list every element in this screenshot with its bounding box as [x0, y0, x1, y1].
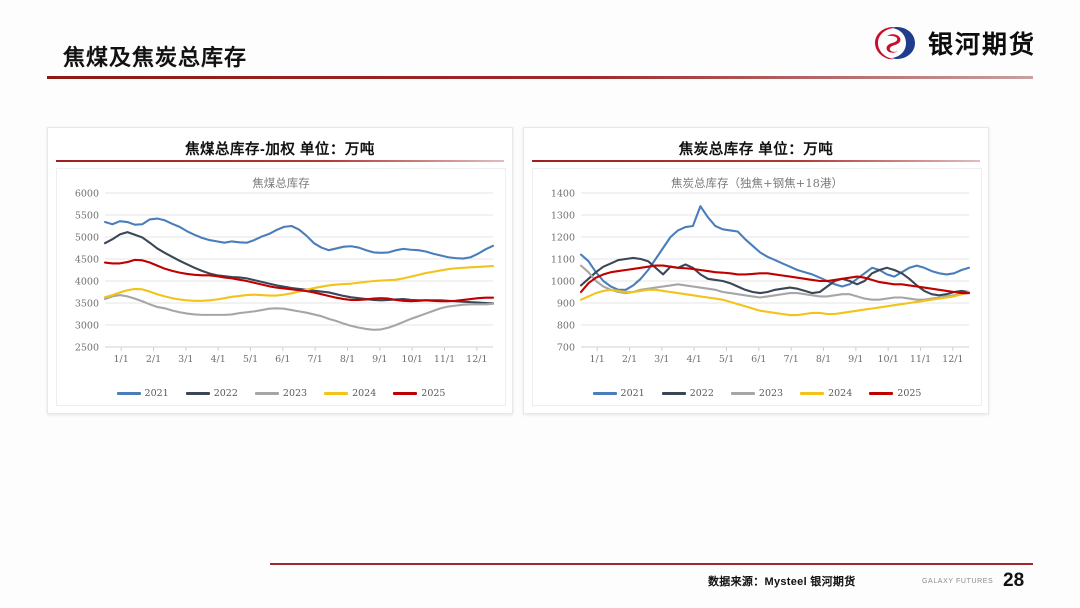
chart-inner-title: 焦炭总库存（独焦+钢焦+18港） — [671, 176, 843, 190]
svg-text:9/1: 9/1 — [372, 354, 387, 365]
svg-text:700: 700 — [557, 343, 575, 354]
legend-item-2023[interactable]: 2023 — [254, 388, 308, 399]
footer-brand-text: GALAXY FUTURES — [922, 578, 994, 585]
svg-text:12/1: 12/1 — [942, 354, 963, 365]
svg-text:4/1: 4/1 — [211, 354, 226, 365]
legend-label-2025: 2025 — [421, 388, 446, 399]
legend-item-2021[interactable]: 2021 — [592, 388, 645, 399]
legend-swatch-2021 — [592, 392, 617, 395]
svg-text:4/1: 4/1 — [687, 354, 702, 365]
slide-header: 焦煤及焦炭总库存 银河期货 — [0, 0, 1080, 88]
svg-text:11/1: 11/1 — [910, 354, 931, 365]
chart-legend-coking-coal: 2021 2022 2023 2024 2025 — [57, 388, 505, 399]
galaxy-swirl-icon — [874, 27, 915, 60]
svg-text:6/1: 6/1 — [275, 354, 290, 365]
legend-item-2022[interactable]: 2022 — [185, 388, 238, 399]
svg-text:12/1: 12/1 — [466, 354, 487, 365]
svg-text:3000: 3000 — [75, 321, 99, 332]
legend-item-2025[interactable]: 2025 — [869, 388, 921, 399]
svg-text:1300: 1300 — [551, 211, 575, 222]
plot-area-coke: 焦炭总库存（独焦+钢焦+18港） 700 800 900 1000 1100 1200 13… — [532, 168, 982, 406]
svg-text:8/1: 8/1 — [340, 354, 355, 365]
legend-label-2022: 2022 — [213, 388, 238, 399]
legend-label-2021: 2021 — [144, 388, 169, 399]
svg-text:1/1: 1/1 — [114, 354, 129, 365]
chart-card-coking-coal: 焦煤总库存-加权 单位：万吨 焦煤总库存 2500 3000 3500 4000 450… — [47, 127, 513, 414]
svg-text:6000: 6000 — [75, 189, 99, 200]
chart-card-title: 焦炭总库存 单位：万吨 — [678, 142, 834, 158]
chart-card-coke: 焦炭总库存 单位：万吨 焦炭总库存（独焦+钢焦+18港） 700 800 900 10… — [523, 127, 989, 414]
legend-item-2025[interactable]: 2025 — [393, 388, 445, 399]
chart-legend-coke: 2021 2022 2023 2024 2025 — [533, 388, 981, 399]
chart-card-title-divider — [532, 160, 980, 162]
legend-item-2022[interactable]: 2022 — [661, 388, 714, 399]
legend-swatch-2025 — [869, 392, 894, 395]
svg-text:7/1: 7/1 — [308, 354, 323, 365]
svg-text:5/1: 5/1 — [719, 354, 734, 365]
legend-swatch-2024 — [324, 392, 349, 395]
svg-text:10/1: 10/1 — [877, 354, 898, 365]
svg-text:4000: 4000 — [75, 277, 99, 288]
header-divider — [47, 76, 1033, 79]
svg-text:1/1: 1/1 — [590, 354, 605, 365]
chart-inner-title: 焦煤总库存 — [252, 176, 310, 190]
svg-text:800: 800 — [557, 321, 575, 332]
page-number: 28 — [1003, 570, 1025, 591]
svg-text:1100: 1100 — [551, 255, 575, 266]
legend-label-2025: 2025 — [897, 388, 922, 399]
svg-text:8/1: 8/1 — [816, 354, 831, 365]
legend-item-2024[interactable]: 2024 — [324, 388, 376, 399]
svg-text:10/1: 10/1 — [401, 354, 422, 365]
legend-swatch-2024 — [800, 392, 825, 395]
legend-label-2023: 2023 — [758, 388, 784, 399]
chart-card-title: 焦煤总库存-加权 单位：万吨 — [185, 142, 375, 158]
line-chart-coking-coal: 2500 3000 3500 4000 4500 5000 5500 6000 1/1 2/1 3/… — [75, 189, 495, 365]
legend-label-2023: 2023 — [282, 388, 308, 399]
legend-swatch-2025 — [393, 392, 418, 395]
svg-text:4500: 4500 — [75, 255, 99, 266]
legend-swatch-2021 — [116, 392, 141, 395]
svg-text:3/1: 3/1 — [654, 354, 669, 365]
footer-divider — [270, 563, 1033, 565]
legend-label-2021: 2021 — [620, 388, 645, 399]
page-title: 焦煤及焦炭总库存 — [63, 45, 248, 70]
svg-text:2/1: 2/1 — [146, 354, 161, 365]
svg-text:5500: 5500 — [75, 211, 99, 222]
legend-item-2021[interactable]: 2021 — [116, 388, 169, 399]
company-logo-text: 银河期货 — [927, 31, 1036, 59]
company-logo: 银河期货 — [874, 24, 1036, 62]
legend-label-2024: 2024 — [828, 388, 853, 399]
svg-text:1000: 1000 — [551, 277, 575, 288]
svg-text:2500: 2500 — [75, 343, 99, 354]
svg-text:900: 900 — [557, 299, 575, 310]
legend-label-2024: 2024 — [352, 388, 377, 399]
plot-area-coking-coal: 焦煤总库存 2500 3000 3500 4000 4500 5000 5500 6000 1/… — [56, 168, 506, 406]
svg-text:2/1: 2/1 — [622, 354, 637, 365]
footer-source-text: 数据来源：Mysteel 银河期货 — [708, 576, 856, 588]
legend-item-2024[interactable]: 2024 — [800, 388, 852, 399]
svg-text:5/1: 5/1 — [243, 354, 258, 365]
legend-label-2022: 2022 — [689, 388, 714, 399]
svg-text:1400: 1400 — [551, 189, 575, 200]
chart-card-title-divider — [56, 160, 504, 162]
svg-text:9/1: 9/1 — [848, 354, 863, 365]
svg-text:5000: 5000 — [75, 233, 99, 244]
svg-text:6/1: 6/1 — [751, 354, 766, 365]
svg-text:3/1: 3/1 — [178, 354, 193, 365]
legend-swatch-2023 — [730, 392, 755, 395]
legend-item-2023[interactable]: 2023 — [730, 388, 784, 399]
legend-swatch-2023 — [254, 392, 279, 395]
svg-text:7/1: 7/1 — [784, 354, 799, 365]
svg-text:1200: 1200 — [551, 233, 575, 244]
legend-swatch-2022 — [185, 392, 210, 395]
svg-text:11/1: 11/1 — [434, 354, 455, 365]
legend-swatch-2022 — [661, 392, 686, 395]
line-chart-coke: 700 800 900 1000 1100 1200 1300 1400 1/1 2/1 3/1 4/… — [551, 189, 971, 365]
svg-text:3500: 3500 — [75, 299, 99, 310]
